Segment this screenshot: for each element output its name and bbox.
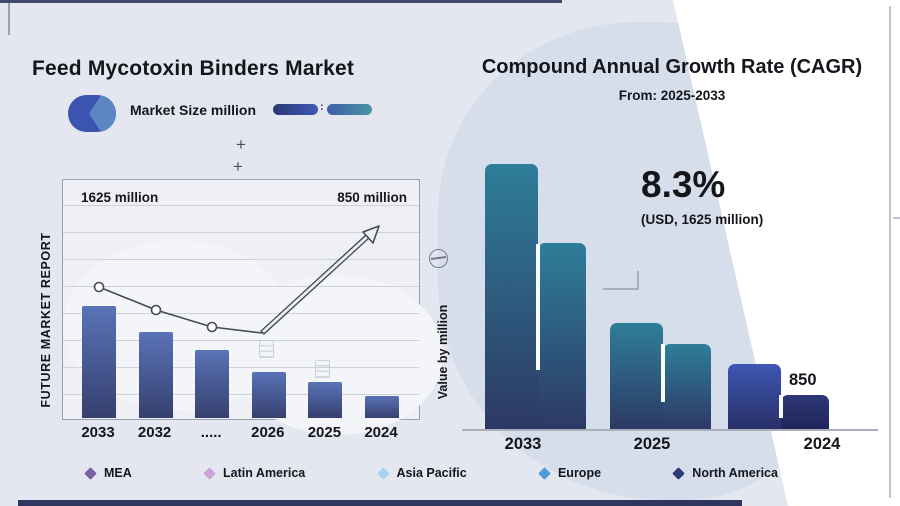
x-label-2025: 2025 [307, 424, 342, 441]
market-bar-2032 [138, 332, 173, 418]
legend-diamond-icon [376, 466, 390, 480]
legend-diamond-icon [672, 466, 686, 480]
frame-top-edge [0, 0, 562, 3]
right-chart-y-axis-label: Value by million [436, 304, 450, 400]
cagr-bar-b-2024 [781, 395, 829, 429]
cagr-bar-b-2033 [538, 243, 586, 429]
x-label-2025: 2025 [633, 435, 671, 453]
gridline [63, 394, 419, 395]
left-chart-side-label: FUTURE MARKET REPORT [39, 232, 53, 408]
document-doodle-icon [259, 340, 274, 358]
legend-label: Latin America [223, 466, 306, 480]
cagr-note: (USD, 1625 million) [641, 212, 764, 227]
x-label-2024: 2024 [803, 435, 841, 453]
legend-diamond-icon [203, 466, 216, 480]
bar-group-2033 [485, 148, 595, 429]
cagr-bar-a-2025 [610, 323, 663, 429]
gridline [63, 367, 419, 368]
x-axis-line [462, 429, 878, 431]
circle-doodle-icon [429, 249, 448, 268]
bar-gap-highlight [661, 344, 665, 402]
bar-group-2025 [610, 148, 720, 429]
x-label-2033: 2033 [81, 424, 115, 441]
step-line-doodle-icon [603, 271, 639, 290]
frame-right-notch [893, 217, 900, 219]
annotation-2024-value: 850 million [337, 190, 407, 205]
market-bar-2026 [251, 372, 286, 418]
gridline [63, 205, 419, 206]
x-label-2033: 2033 [504, 435, 542, 453]
legend-item-asia-pacific: Asia Pacific [376, 466, 467, 480]
legend-label: Asia Pacific [396, 466, 467, 480]
market-bar-2025 [308, 382, 343, 418]
gridline [63, 313, 419, 314]
cagr-grouped-bar-chart [462, 150, 878, 431]
cagr-bar-a-2033 [485, 164, 538, 429]
trend-line-arrow-icon [93, 225, 380, 336]
range-pill-end-icon [327, 104, 372, 115]
legend-item-north-america: North America [672, 466, 778, 480]
x-label-.....: ..... [200, 424, 222, 441]
x-label-2024: 2024 [364, 424, 398, 441]
right-chart-subtitle: From: 2025-2033 [618, 88, 726, 103]
legend-item-mea: MEA [84, 466, 132, 480]
pill-highlight-face [89, 95, 116, 132]
annotation-2033-value: 1625 million [81, 190, 159, 205]
cagr-value: 8.3% [641, 164, 726, 205]
legend-diamond-icon [538, 466, 551, 480]
legend-label: MEA [104, 466, 132, 480]
left-chart-title: Feed Mycotoxin Binders Market [32, 57, 355, 80]
market-size-legend-label: Market Size million [130, 102, 257, 118]
legend-label: Europe [557, 466, 602, 480]
gridline [63, 340, 419, 341]
legend-label: North America [692, 466, 778, 480]
market-size-bar-chart: 1625 million 850 million [62, 179, 443, 435]
legend-item-europe: Europe [538, 466, 602, 480]
market-bar-..... [195, 350, 230, 418]
frame-right-edge [889, 6, 891, 498]
frame-bottom-edge [18, 500, 742, 506]
document-doodle-icon [315, 360, 330, 378]
gridline [63, 232, 419, 233]
market-bar-2024 [365, 396, 399, 418]
cagr-bar-b-2025 [663, 344, 711, 429]
market-size-pill-icon [68, 95, 116, 132]
x-label-2026: 2026 [251, 424, 285, 441]
gridline [63, 259, 419, 260]
range-pill-start-icon [273, 104, 318, 115]
legend-diamond-icon [84, 466, 97, 480]
frame-left-edge [8, 3, 10, 35]
plus-doodle-icon: + [233, 157, 243, 176]
plus-doodle-icon: + [236, 135, 246, 154]
legend-item-latin-america: Latin America [203, 466, 306, 480]
right-chart-title: Compound Annual Growth Rate (CAGR) [481, 56, 863, 78]
range-separator: : [320, 101, 324, 113]
bar-group-2024 [728, 148, 838, 429]
x-label-2032: 2032 [137, 424, 172, 441]
cagr-bar-a-2024 [728, 364, 781, 429]
market-bar-2033 [82, 306, 116, 418]
gridline [63, 286, 419, 287]
region-legend: MEA Latin America Asia Pacific Europe North … [84, 466, 778, 480]
data-label-850: 850 [789, 371, 817, 389]
bar-gap-highlight [536, 244, 540, 370]
bar-gap-highlight [779, 395, 783, 418]
